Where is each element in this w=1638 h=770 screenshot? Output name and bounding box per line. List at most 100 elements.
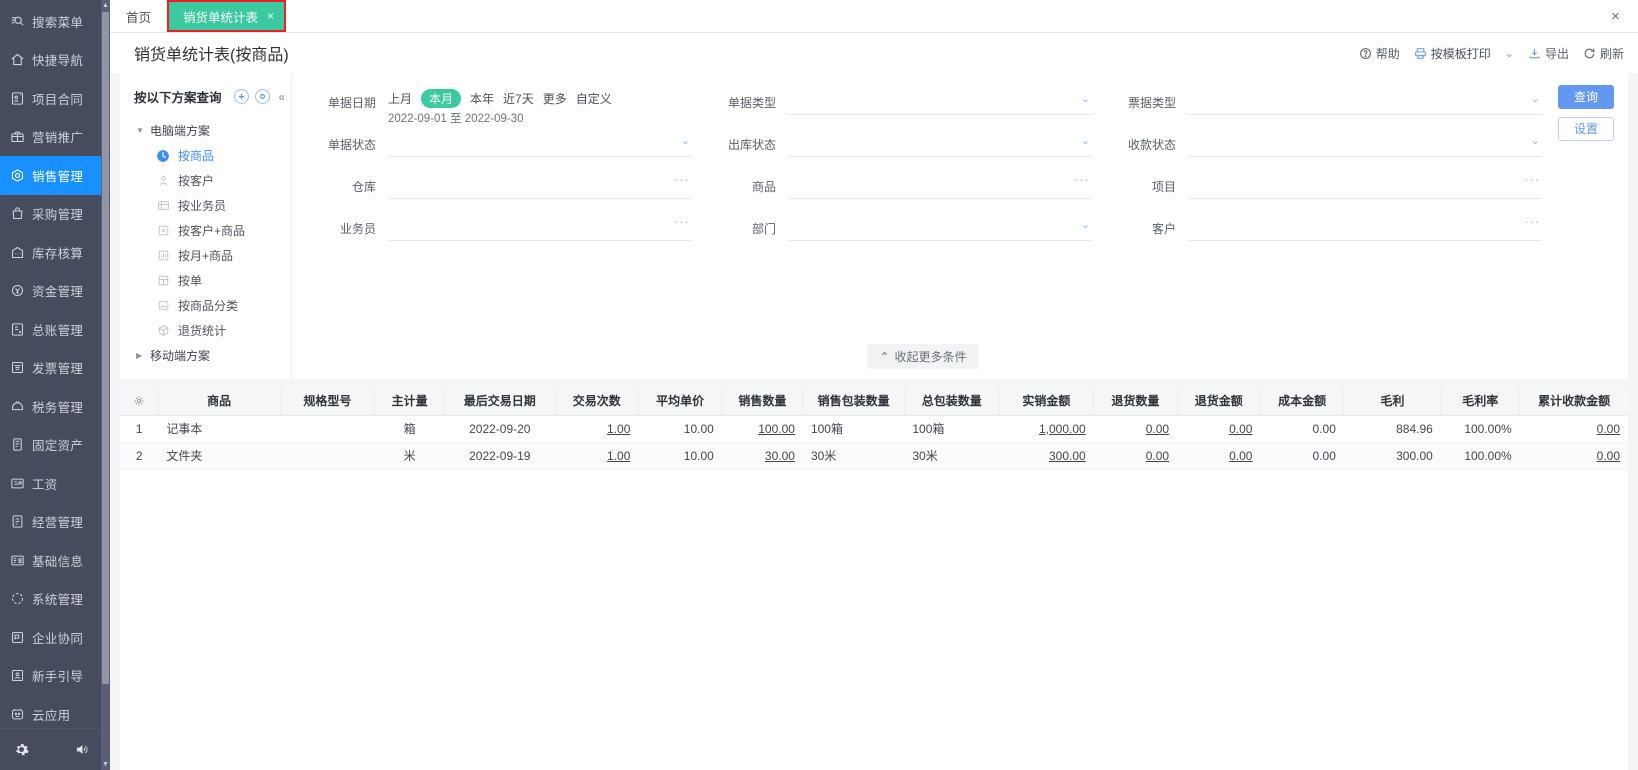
table-row[interactable]: 1 记事本 箱 2022-09-20 1.00 10.00 100.00 100箱 100箱 1,… <box>120 415 1628 443</box>
scheme-item-0-1[interactable]: 按客户 <box>120 168 291 193</box>
pay-status-input[interactable] <box>1188 129 1542 157</box>
cell-link[interactable]: 100.00 <box>758 421 795 436</box>
sidebar-item-5[interactable]: 采购管理 <box>0 195 110 234</box>
window-close-button[interactable]: × <box>1611 7 1620 25</box>
table-header-cell[interactable]: 成本金额 <box>1260 387 1345 416</box>
cell-link[interactable]: 300.00 <box>1049 448 1086 463</box>
table-header-cell[interactable]: 退货数量 <box>1093 387 1178 416</box>
table-header-cell[interactable]: 商品 <box>158 387 281 416</box>
chevron-down-icon[interactable]: ⌄ <box>1080 219 1090 231</box>
tab-1[interactable]: 销货单统计表 × <box>167 0 287 32</box>
collapse-more-conditions-button[interactable]: ⌃ 收起更多条件 <box>867 344 979 369</box>
refresh-button[interactable]: 刷新 <box>1583 45 1624 62</box>
chevron-down-icon[interactable]: ⌄ <box>1080 135 1090 147</box>
chevron-down-icon[interactable]: ⌄ <box>1530 135 1540 147</box>
table-header-cell[interactable]: 总包装数量 <box>904 387 1000 416</box>
cell-link[interactable]: 0.00 <box>1229 421 1253 436</box>
table-header-cell[interactable]: 实销金额 <box>999 387 1095 416</box>
department-input[interactable] <box>788 213 1092 241</box>
table-header-cell[interactable]: 最后交易日期 <box>444 387 556 416</box>
sidebar-item-15[interactable]: 系统管理 <box>0 580 110 619</box>
sidebar-item-12[interactable]: 工资 <box>0 464 110 503</box>
table-header-cell[interactable]: 规格型号 <box>280 387 376 416</box>
sidebar-item-1[interactable]: 快捷导航 <box>0 41 110 80</box>
doc-type-input[interactable] <box>788 87 1092 115</box>
table-header-cell[interactable]: 平均单价 <box>638 387 723 416</box>
help-button[interactable]: 帮助 <box>1359 45 1400 62</box>
more-dots-icon[interactable]: ··· <box>674 214 690 229</box>
cell-link[interactable]: 0.00 <box>1596 421 1620 436</box>
sidebar-item-9[interactable]: 发票管理 <box>0 349 110 388</box>
more-dots-icon[interactable]: ··· <box>1524 214 1540 229</box>
chevron-down-icon[interactable]: ⌄ <box>680 135 690 147</box>
column-settings-icon[interactable] <box>120 387 159 416</box>
warehouse-input[interactable] <box>388 171 692 199</box>
export-button[interactable]: 导出 <box>1528 45 1569 62</box>
salesperson-input[interactable] <box>388 213 692 241</box>
sidebar-item-11[interactable]: 固定资产 <box>0 426 110 465</box>
sidebar-item-7[interactable]: 资金管理 <box>0 272 110 311</box>
volume-icon[interactable] <box>75 742 90 757</box>
scheme-item-0-5[interactable]: 按单 <box>120 268 291 293</box>
cell-link[interactable]: 0.00 <box>1596 448 1620 463</box>
sidebar-item-0[interactable]: 搜索菜单 <box>0 2 110 41</box>
chevron-down-icon[interactable]: ⌄ <box>1530 93 1540 105</box>
bill-type-input[interactable] <box>1188 87 1542 115</box>
cell-link[interactable]: 0.00 <box>1145 448 1170 463</box>
double-chevron-left-icon[interactable]: « <box>278 89 285 104</box>
cell-link[interactable]: 1.00 <box>607 448 631 463</box>
caret-icon[interactable]: ▼ <box>136 126 144 135</box>
scheme-item-0-7[interactable]: 退货统计 <box>120 318 291 343</box>
table-header-cell[interactable]: 交易次数 <box>555 387 639 416</box>
date-preset-4[interactable]: 更多 <box>542 92 567 106</box>
cell-link[interactable]: 0.00 <box>1229 448 1253 463</box>
cell-link[interactable]: 0.00 <box>1145 421 1170 436</box>
cell-link[interactable]: 30.00 <box>764 448 795 463</box>
table-header-cell[interactable]: 退货金额 <box>1177 387 1261 416</box>
scroll-up-arrow-icon[interactable]: ▲ <box>102 2 109 9</box>
sidebar-item-16[interactable]: 企业协同 <box>0 618 110 657</box>
more-dots-icon[interactable]: ··· <box>674 172 690 187</box>
product-input[interactable] <box>788 171 1092 199</box>
table-header-cell[interactable]: 销售数量 <box>721 387 804 416</box>
gear-icon[interactable] <box>14 742 29 757</box>
doc-status-input[interactable] <box>388 129 692 157</box>
tab-0[interactable]: 首页 <box>110 0 167 32</box>
sidebar-item-14[interactable]: 基础信息 <box>0 541 110 580</box>
sidebar-item-6[interactable]: 库存核算 <box>0 233 110 272</box>
caret-icon[interactable]: ▶ <box>136 351 143 360</box>
settings-button[interactable]: 设置 <box>1558 117 1614 141</box>
date-preset-0[interactable]: 上月 <box>388 92 413 106</box>
table-header-cell[interactable]: 累计收款金额 <box>1519 387 1628 416</box>
more-dots-icon[interactable]: ··· <box>1524 172 1540 187</box>
out-status-input[interactable] <box>788 129 1092 157</box>
table-header-cell[interactable]: 主计量 <box>374 387 446 416</box>
table-header-cell[interactable]: 毛利率 <box>1440 387 1521 416</box>
sidebar-item-10[interactable]: 税务管理 <box>0 387 110 426</box>
settings-circle-icon[interactable] <box>255 89 271 104</box>
sidebar-item-2[interactable]: 项目合同 <box>0 79 110 118</box>
scheme-item-0-3[interactable]: 按客户+商品 <box>120 218 291 243</box>
table-header-cell[interactable]: 毛利 <box>1343 387 1442 416</box>
table-header-cell[interactable]: 销售包装数量 <box>802 387 905 416</box>
date-preset-3[interactable]: 近7天 <box>503 92 534 106</box>
cell-link[interactable]: 1,000.00 <box>1038 421 1086 436</box>
tab-close-icon[interactable]: × <box>267 9 275 23</box>
chevron-down-icon[interactable]: ⌄ <box>1080 93 1090 105</box>
date-preset-1[interactable]: 本月 <box>421 89 462 108</box>
customer-input[interactable] <box>1188 213 1542 241</box>
sidebar-item-8[interactable]: 总账管理 <box>0 310 110 349</box>
scheme-item-0-6[interactable]: 按商品分类 <box>120 293 291 318</box>
chevron-down-icon[interactable]: ⌄ <box>1504 47 1514 60</box>
query-button[interactable]: 查询 <box>1558 85 1614 109</box>
date-preset-5[interactable]: 自定义 <box>575 92 612 106</box>
more-dots-icon[interactable]: ··· <box>1074 172 1090 187</box>
scheme-item-0-0[interactable]: 按商品 <box>120 143 291 168</box>
sidebar-item-3[interactable]: 营销推广 <box>0 118 110 157</box>
date-preset-2[interactable]: 本年 <box>470 92 495 106</box>
sidebar-item-13[interactable]: 经营管理 <box>0 503 110 542</box>
sidebar-item-4[interactable]: 销售管理 <box>0 156 110 195</box>
scheme-group-0[interactable]: ▼ 电脑端方案 <box>120 118 291 143</box>
sidebar-item-18[interactable]: 云应用 <box>0 695 110 728</box>
scheme-group-1[interactable]: ▶ 移动端方案 <box>120 343 291 368</box>
